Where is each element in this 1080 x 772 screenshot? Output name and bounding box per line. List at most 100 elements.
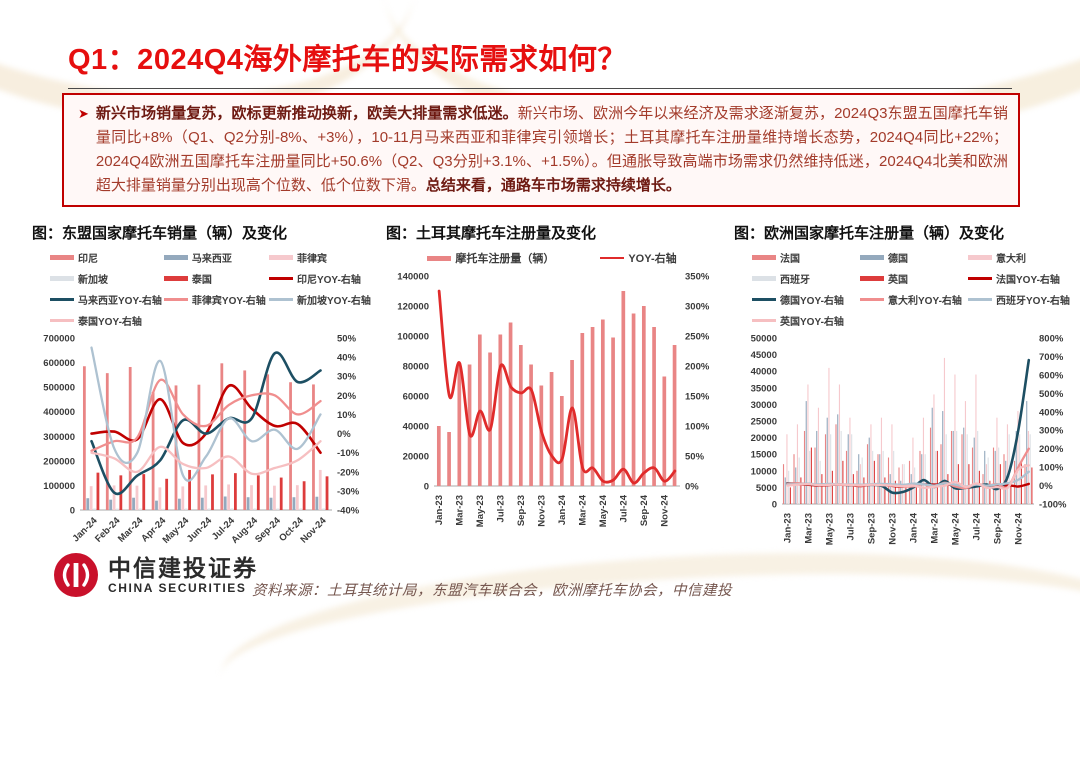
bar-series-3 [788, 430, 1031, 504]
legend-swatch-line [968, 298, 992, 301]
legend-label: 菲律宾 [296, 254, 327, 265]
legend-swatch-bar [163, 276, 188, 281]
legend-swatch-line [752, 298, 776, 301]
svg-text:5000: 5000 [756, 483, 777, 494]
legend-item: 西班牙 [752, 271, 858, 286]
legend-item: 印尼 [50, 250, 162, 265]
svg-text:600000: 600000 [43, 358, 75, 369]
svg-text:Sep-24: Sep-24 [253, 515, 283, 545]
svg-text:10%: 10% [337, 410, 357, 421]
left-axis-ticks: 0 5000 10000 15000 20000 25000 30000 35000 40000… [751, 334, 777, 511]
svg-text:25000: 25000 [751, 417, 777, 428]
svg-text:400%: 400% [1039, 407, 1064, 418]
svg-text:-40%: -40% [337, 506, 360, 517]
svg-text:100%: 100% [685, 422, 710, 433]
legend-label: 泰国 [191, 275, 212, 286]
legend-label: 马来西亚YOY-右轴 [78, 296, 162, 307]
legend-swatch-bar [163, 255, 188, 260]
svg-text:80000: 80000 [403, 362, 429, 373]
right-axis-ticks: -40% -30% -20% -10% 0% 10% 20% 30% 40% 50% [337, 334, 360, 517]
chart-canvas-europe: 0 5000 10000 15000 20000 25000 30000 35000 40000… [751, 334, 1067, 546]
legend-item: 英国YOY-右轴 [752, 313, 858, 328]
legend-item: 德国 [860, 250, 966, 265]
legend-item: 印尼YOY-右轴 [268, 271, 372, 286]
left-axis-ticks: 0 100000 200000 300000 400000 500000 600000 700… [43, 334, 75, 517]
legend-label: 德国 [888, 254, 908, 265]
logo-name-en: CHINA SECURITIES [108, 581, 247, 595]
svg-text:500%: 500% [1039, 389, 1064, 400]
legend-item: 菲律宾 [268, 250, 372, 265]
legend-label: 意大利YOY-右轴 [888, 296, 962, 307]
legend-item: YOY-右轴 [600, 250, 677, 266]
svg-text:Nov-24: Nov-24 [1013, 512, 1024, 544]
legend-item: 泰国 [163, 271, 267, 286]
legend-item: 菲律宾YOY-右轴 [163, 292, 267, 307]
svg-text:30000: 30000 [751, 400, 777, 411]
chart-canvas-asean: 0 100000 200000 300000 400000 500000 600000 700… [43, 334, 360, 546]
svg-text:Jan-23: Jan-23 [434, 495, 445, 525]
svg-text:Mar-23: Mar-23 [803, 513, 814, 544]
svg-text:100000: 100000 [397, 332, 429, 343]
legend-label: 印尼YOY-右轴 [296, 275, 361, 286]
svg-text:Jan-24: Jan-24 [557, 494, 568, 525]
legend-item: 德国YOY-右轴 [752, 292, 858, 307]
legend-item: 英国 [860, 271, 966, 286]
chart-title: 图：土耳其摩托车注册量及变化 [386, 225, 597, 242]
svg-text:50%: 50% [337, 334, 357, 345]
left-axis-ticks: 0 20000 40000 60000 80000 100000 120000 140000 [397, 272, 429, 493]
line-series-2 [786, 447, 1030, 490]
legend-swatch-bar [752, 255, 776, 260]
svg-text:Sep-23: Sep-23 [866, 513, 877, 544]
bar-series-2 [786, 357, 1030, 504]
svg-text:250%: 250% [685, 332, 710, 343]
legend-swatch-bar [968, 255, 992, 260]
legend-item: 意大利YOY-右轴 [860, 292, 966, 307]
source-text: 资料来源：土耳其统计局，东盟汽车联合会，欧洲摩托车协会，中信建投 [252, 583, 732, 599]
line-series-4 [90, 440, 322, 476]
svg-text:200%: 200% [1039, 444, 1064, 455]
legend-item: 新加坡YOY-右轴 [268, 292, 372, 307]
bar-series-0 [436, 291, 677, 486]
svg-text:Mar-24: Mar-24 [116, 515, 146, 545]
chart-panel-turkey: 图：土耳其摩托车注册量及变化 摩托车注册量（辆） YOY-右轴 0 20000 400… [384, 222, 720, 544]
svg-text:Nov-23: Nov-23 [537, 495, 548, 527]
svg-text:300%: 300% [685, 302, 710, 313]
x-axis-labels: Jan-23 Mar-23 May-23 Jul-23 Sep-23 Nov-23 Jan-… [434, 494, 671, 527]
svg-text:0: 0 [424, 482, 429, 493]
svg-text:40000: 40000 [751, 367, 777, 378]
x-axis-labels: Jan-24Feb-24Mar-24Apr-24May-24Jun-24Jul-… [71, 515, 330, 546]
svg-text:-100%: -100% [1039, 500, 1067, 511]
line-series-1 [786, 358, 1031, 495]
legend-item: 马来西亚YOY-右轴 [50, 292, 162, 307]
svg-text:0%: 0% [337, 429, 351, 440]
svg-text:20%: 20% [337, 391, 357, 402]
legend-label: 英国YOY-右轴 [780, 317, 844, 328]
legend-label: 法国 [780, 254, 800, 265]
svg-text:Nov-24: Nov-24 [660, 494, 671, 526]
x-axis-labels: Jan-23 Mar-23 May-23 Jul-23 Sep-23 Nov-23 Jan-… [782, 512, 1024, 545]
legend-item: 法国 [752, 250, 858, 265]
svg-text:-20%: -20% [337, 467, 360, 478]
legend-label: 法国YOY-右轴 [996, 275, 1060, 286]
legend-swatch-line [600, 256, 625, 260]
svg-text:800%: 800% [1039, 334, 1064, 345]
svg-text:May-24: May-24 [950, 512, 961, 545]
legend-swatch-bar [860, 255, 884, 260]
legend-swatch-bar [268, 255, 293, 260]
svg-text:0: 0 [772, 500, 777, 511]
decorative-swoosh-bottom [215, 531, 1080, 772]
svg-text:Sep-24: Sep-24 [992, 512, 1003, 544]
svg-text:May-23: May-23 [824, 513, 835, 545]
legend-item: 意大利 [968, 250, 1074, 265]
chart-panel-asean: 图：东盟国家摩托车销量（辆）及变化 印尼 马来西亚 菲律宾 新加坡 泰国 印尼YOY-右轴… [30, 222, 372, 560]
title-underline [68, 88, 1012, 89]
svg-text:Jul-24: Jul-24 [619, 494, 630, 522]
bar-series-3 [93, 508, 326, 510]
svg-text:200%: 200% [685, 362, 710, 373]
legend-swatch-line [268, 277, 293, 280]
line-series-0 [437, 289, 677, 485]
legend-swatch-line [163, 298, 188, 301]
bar-series-2 [89, 469, 322, 510]
legend-item: 西班牙YOY-右轴 [968, 292, 1074, 307]
svg-text:350%: 350% [685, 272, 710, 283]
